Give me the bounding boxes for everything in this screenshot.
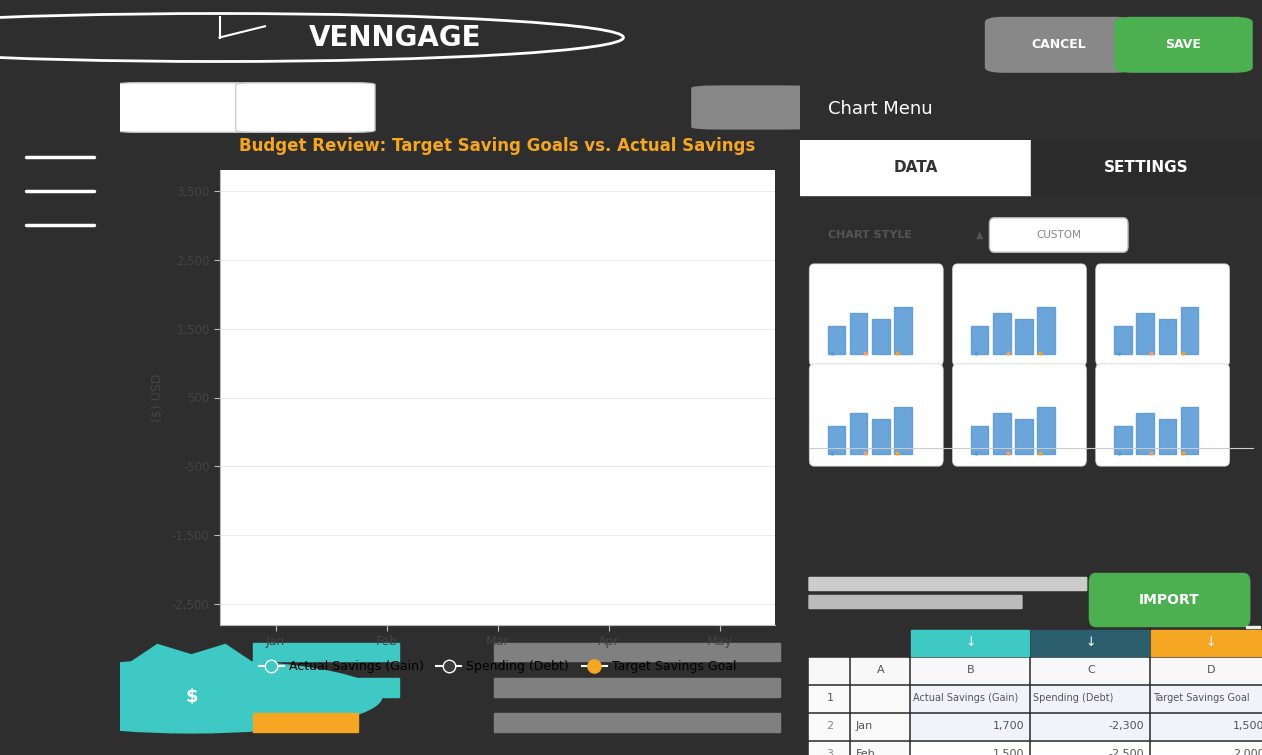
Bar: [1159, 319, 1176, 354]
Bar: [849, 413, 867, 454]
Text: Chart Menu: Chart Menu: [828, 100, 933, 119]
FancyBboxPatch shape: [809, 364, 943, 466]
Bar: [993, 313, 1011, 354]
Text: 2,000: 2,000: [1233, 749, 1262, 755]
Text: Actual Savings (Gain): Actual Savings (Gain): [914, 693, 1018, 703]
Text: ↓: ↓: [1206, 636, 1217, 649]
FancyBboxPatch shape: [809, 595, 1022, 609]
Bar: [1016, 319, 1032, 354]
FancyBboxPatch shape: [989, 217, 1128, 252]
FancyBboxPatch shape: [1095, 263, 1229, 366]
Y-axis label: ($) USD: ($) USD: [150, 373, 164, 422]
Text: 1: 1: [827, 693, 833, 703]
FancyBboxPatch shape: [692, 85, 814, 130]
Text: ↓: ↓: [965, 636, 977, 649]
FancyBboxPatch shape: [984, 17, 1132, 72]
Bar: [1181, 307, 1198, 354]
Text: 1,500: 1,500: [993, 749, 1023, 755]
Bar: [809, 686, 848, 712]
Bar: [828, 426, 846, 454]
Text: ▲: ▲: [976, 230, 983, 240]
Legend: Actual Savings (Gain), Spending (Debt), Target Savings Goal: Actual Savings (Gain), Spending (Debt), …: [254, 655, 741, 678]
Bar: [849, 313, 867, 354]
Bar: [809, 713, 848, 740]
Text: 3: 3: [827, 749, 833, 755]
Bar: [1016, 419, 1032, 454]
FancyBboxPatch shape: [1114, 17, 1253, 72]
FancyBboxPatch shape: [953, 263, 1087, 366]
Circle shape: [1, 660, 382, 733]
Bar: [872, 319, 890, 354]
Bar: [1114, 325, 1132, 354]
Text: D: D: [1206, 665, 1215, 675]
Text: DATA: DATA: [893, 160, 938, 175]
Text: C: C: [1087, 665, 1095, 675]
Bar: [970, 426, 988, 454]
Bar: [970, 325, 988, 354]
Bar: [895, 307, 912, 354]
Text: Jan: Jan: [856, 721, 873, 731]
Text: 1,700: 1,700: [992, 721, 1023, 731]
FancyBboxPatch shape: [1089, 573, 1251, 627]
FancyBboxPatch shape: [809, 263, 943, 366]
Polygon shape: [130, 645, 252, 663]
Text: 2: 2: [827, 721, 834, 731]
FancyBboxPatch shape: [809, 577, 1088, 591]
Text: Feb: Feb: [856, 749, 875, 755]
Text: B: B: [967, 665, 974, 675]
Text: SETTINGS: SETTINGS: [1104, 160, 1189, 175]
Text: -2,300: -2,300: [1108, 721, 1145, 731]
Text: Target Savings Goal: Target Savings Goal: [1153, 693, 1251, 703]
Bar: [993, 413, 1011, 454]
Text: 1,500: 1,500: [1233, 721, 1262, 731]
Bar: [895, 407, 912, 454]
Text: CANCEL: CANCEL: [1031, 39, 1087, 51]
FancyBboxPatch shape: [1095, 364, 1229, 466]
Bar: [1037, 407, 1055, 454]
Bar: [1037, 307, 1055, 354]
Text: $: $: [186, 688, 198, 705]
Text: CUSTOM: CUSTOM: [1036, 230, 1082, 240]
Text: Spending (Debt): Spending (Debt): [1034, 693, 1113, 703]
Text: SAVE: SAVE: [1166, 39, 1201, 51]
Bar: [872, 419, 890, 454]
Text: IMPORT: IMPORT: [1140, 593, 1200, 607]
Text: -2,500: -2,500: [1108, 749, 1145, 755]
FancyBboxPatch shape: [953, 364, 1087, 466]
Text: VENNGAGE: VENNGAGE: [309, 23, 482, 51]
Text: CHART STYLE: CHART STYLE: [828, 230, 911, 240]
Bar: [809, 658, 848, 684]
Bar: [809, 742, 848, 755]
Bar: [828, 325, 846, 354]
Text: ↓: ↓: [1085, 636, 1097, 649]
Title: Budget Review: Target Saving Goals vs. Actual Savings: Budget Review: Target Saving Goals vs. A…: [240, 137, 756, 155]
Bar: [1136, 313, 1153, 354]
Bar: [1136, 413, 1153, 454]
Bar: [1114, 426, 1132, 454]
Bar: [1181, 407, 1198, 454]
Text: A: A: [877, 665, 885, 675]
Bar: [1159, 419, 1176, 454]
Bar: [1246, 626, 1259, 628]
FancyBboxPatch shape: [236, 83, 375, 132]
FancyBboxPatch shape: [116, 83, 256, 132]
